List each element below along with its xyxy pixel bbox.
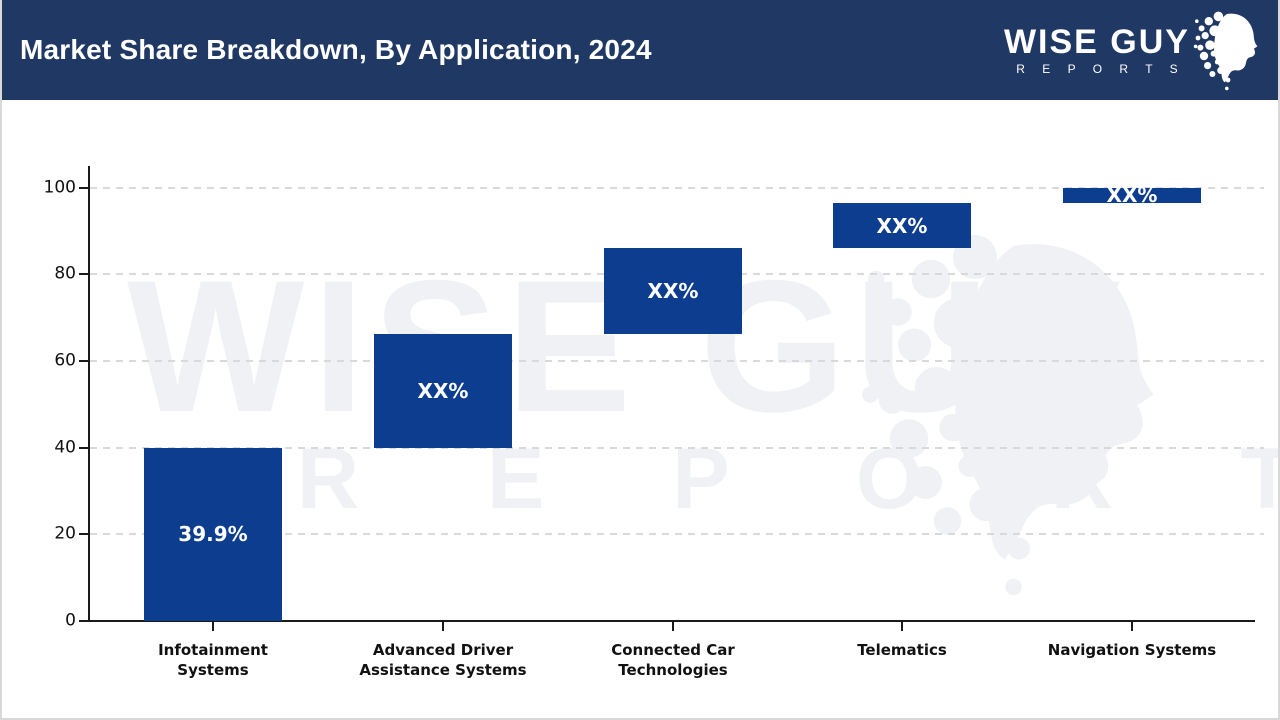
y-tick-label-0: 0 bbox=[65, 610, 76, 631]
bar-value-label: XX% bbox=[647, 279, 699, 303]
x-axis-label: Advanced Driver Assistance Systems bbox=[359, 641, 527, 679]
bar-advanced-driver-assistance-systems: XX% bbox=[374, 333, 512, 448]
y-tick-label-100: 100 bbox=[43, 177, 76, 198]
x-tick bbox=[212, 622, 214, 631]
wise-guy-logo: WISE GUY R E P O R T S bbox=[1004, 8, 1264, 92]
bar-value-label: 39.9% bbox=[178, 522, 248, 547]
logo-tagline: R E P O R T S bbox=[1016, 61, 1185, 76]
bar-navigation-systems: XX% bbox=[1063, 183, 1201, 207]
y-tick-label-80: 80 bbox=[54, 263, 76, 284]
y-tick-label-20: 20 bbox=[54, 523, 76, 544]
chart-title: Market Share Breakdown, By Application, … bbox=[20, 34, 652, 65]
watermark-subtext: R E P O R T S bbox=[297, 431, 1278, 527]
y-tick-label-60: 60 bbox=[54, 350, 76, 371]
bar-value-label: XX% bbox=[1106, 183, 1158, 208]
y-tick-60 bbox=[79, 360, 88, 362]
bar-value-label: XX% bbox=[876, 213, 928, 238]
y-axis-line bbox=[88, 166, 90, 622]
gridline-60 bbox=[90, 360, 1264, 362]
x-axis-label: Navigation Systems bbox=[1047, 641, 1217, 659]
x-axis-line bbox=[88, 620, 1255, 622]
chart-plot-area: WISE GUY R E P O R T S 020406080100Infot… bbox=[2, 100, 1278, 718]
bar-value-label: XX% bbox=[417, 378, 469, 403]
gridline-40 bbox=[90, 446, 1264, 449]
y-tick-80 bbox=[79, 273, 88, 276]
gridline-20 bbox=[90, 533, 1264, 536]
bar-telematics: XX% bbox=[833, 202, 971, 249]
y-tick-40 bbox=[79, 446, 88, 449]
watermark-head-icon bbox=[854, 218, 1184, 604]
x-tick bbox=[901, 622, 903, 631]
logo-name: WISE GUY bbox=[1003, 22, 1190, 61]
x-axis-label: Infotainment Systems bbox=[158, 641, 268, 679]
gridline-100 bbox=[90, 186, 1264, 189]
y-tick-100 bbox=[79, 186, 88, 189]
logo-text: WISE GUY R E P O R T S bbox=[1004, 25, 1190, 76]
x-axis-label: Connected Car Technologies bbox=[611, 641, 735, 679]
x-axis-label: Telematics bbox=[857, 641, 947, 659]
y-tick-20 bbox=[79, 533, 88, 536]
x-tick bbox=[1131, 622, 1133, 631]
x-tick bbox=[672, 622, 674, 631]
y-tick-0 bbox=[79, 620, 88, 622]
bar-connected-car-technologies: XX% bbox=[604, 248, 742, 334]
wise-guy-head-icon bbox=[1192, 8, 1264, 92]
y-tick-label-40: 40 bbox=[54, 437, 76, 458]
x-tick bbox=[442, 622, 444, 631]
bar-infotainment-systems: 39.9% bbox=[144, 447, 282, 621]
header-bar: Market Share Breakdown, By Application, … bbox=[2, 0, 1278, 100]
